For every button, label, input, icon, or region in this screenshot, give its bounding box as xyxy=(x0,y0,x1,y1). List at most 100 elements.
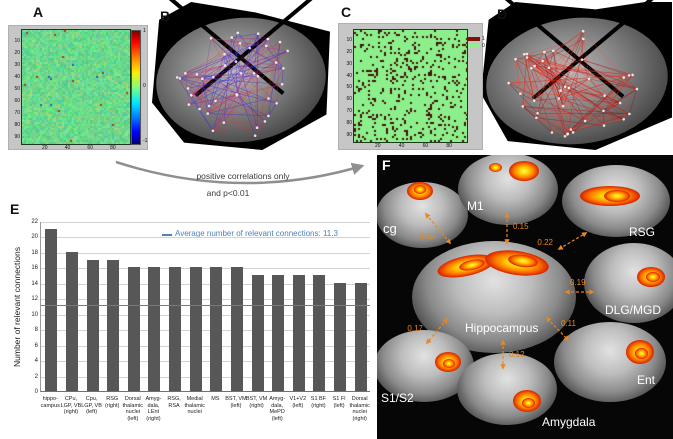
legend-item: 1 xyxy=(468,36,485,42)
plot-area: Average number of relevant connections: … xyxy=(40,222,370,392)
correlation-arrow xyxy=(425,317,449,345)
activation-hotspot xyxy=(521,398,535,408)
panel-d-brain-network xyxy=(479,0,673,154)
bar xyxy=(313,275,326,391)
average-line xyxy=(41,304,370,306)
category-label: Medial thalamic nuclei xyxy=(184,396,205,416)
legend-label: 1 xyxy=(482,36,485,42)
y-tick-label: 16 xyxy=(31,265,38,272)
region-label: DLG/MGD xyxy=(605,303,662,317)
panel-f-label: F xyxy=(382,157,391,173)
panel-b-label: B xyxy=(160,8,171,24)
correlation-arrow xyxy=(424,212,452,245)
binary-matrix-heatmap xyxy=(353,29,468,143)
correlation-arrow xyxy=(557,232,588,250)
bar xyxy=(189,267,202,391)
panel-a-correlation-matrix: 10 20 30 40 50 60 70 80 90 20 40 60 80 1 0 -1 xyxy=(8,25,148,151)
region-label: M1 xyxy=(467,199,484,213)
x-tick-label: 20 xyxy=(41,145,48,151)
y-tick-label: 14 xyxy=(31,280,38,287)
x-tick-label: 80 xyxy=(446,143,452,149)
y-tick-label: 60 xyxy=(14,97,20,104)
y-tick-label: 2 xyxy=(34,373,38,380)
y-tick-label: 30 xyxy=(14,61,20,68)
y-tick-label: 10 xyxy=(14,37,20,44)
y-tick-label: 70 xyxy=(14,109,20,116)
x-tick-label: 40 xyxy=(398,143,405,149)
correlation-value: 0.17 xyxy=(407,324,423,333)
panel-d-label: D xyxy=(497,6,508,22)
y-axis-label: Number of relevant connections xyxy=(12,247,22,368)
gridline xyxy=(41,283,370,285)
y-tick-label: 10 xyxy=(346,37,352,44)
y-tick-label: 70 xyxy=(346,108,352,115)
category-label: RSG, RSA xyxy=(167,396,181,409)
panel-a-colorbar xyxy=(131,30,141,145)
y-tick-label: 50 xyxy=(14,85,20,92)
activation-hotspot xyxy=(634,347,648,359)
connectivity-network-positive-only xyxy=(507,29,639,138)
region-label: RSG xyxy=(629,225,656,239)
correlation-matrix-heatmap xyxy=(21,29,131,145)
region-label: cg xyxy=(383,221,397,236)
x-tick-label: 60 xyxy=(422,143,429,149)
bar xyxy=(251,275,264,391)
category-label: hippo- campus xyxy=(40,396,60,409)
legend-swatch xyxy=(468,44,480,48)
panel-c-binary-matrix: 10 20 30 40 50 60 70 80 90 20 40 60 80 1 0 xyxy=(338,23,485,150)
y-tick-label: 80 xyxy=(14,121,20,128)
correlation-value: 0.15 xyxy=(513,222,529,231)
correlation-arrows: 0.15 0.15 0.22 0.19 0.17 0.12 0.11 xyxy=(407,212,595,370)
panel-f-seed-correlation-maps: F 0.15 0.15 0.22 0.19 0.17 0.12 0.11 Hippocamp… xyxy=(377,155,673,439)
connectivity-network-positive-negative xyxy=(175,31,289,137)
y-tick-label: 20 xyxy=(346,49,352,56)
x-tick-label: 40 xyxy=(64,145,71,151)
bar xyxy=(65,251,78,391)
category-label: BST, VM (right) xyxy=(245,396,268,409)
y-tick-label: 18 xyxy=(31,249,38,256)
panel-b-brain-network xyxy=(149,0,333,151)
bar xyxy=(292,275,305,391)
gridline xyxy=(41,330,370,332)
legend-swatch xyxy=(468,37,480,41)
bar xyxy=(45,228,58,391)
category-label: Dorsal thalamic nuclei (right) xyxy=(349,396,370,422)
colorbar-tick-label: -1 xyxy=(143,138,148,144)
bar xyxy=(127,267,140,391)
y-tick-label: 30 xyxy=(346,60,352,67)
category-label: MS xyxy=(211,396,220,402)
category-label: S1 BF (right) xyxy=(310,396,327,409)
category-label: RSG (right) xyxy=(105,396,120,409)
bar xyxy=(107,259,120,391)
y-tick-label: 20 xyxy=(14,49,20,56)
category-label: Cpu, LGP, VB (left) xyxy=(81,396,102,416)
y-tick-label: 40 xyxy=(14,73,20,80)
activation-hotspot xyxy=(414,184,426,194)
y-tick-label: 20 xyxy=(31,234,38,241)
y-tick-label: 60 xyxy=(346,96,352,103)
gridline xyxy=(41,376,370,378)
legend-item: 0 xyxy=(468,43,485,49)
gridline xyxy=(41,314,370,316)
brain-slice-amygdala xyxy=(457,353,557,425)
region-label: S1/S2 xyxy=(381,391,414,405)
panel-a-label: A xyxy=(33,4,44,20)
correlation-value: 0.11 xyxy=(561,319,577,328)
gridline xyxy=(41,252,370,254)
y-tick-label: 90 xyxy=(346,131,352,138)
category-label: V1+V2 (left) xyxy=(289,396,307,409)
y-tick-label: 10 xyxy=(31,311,38,318)
colorbar-tick-label: 0 xyxy=(143,83,146,89)
bar xyxy=(334,282,347,391)
correlation-arrow xyxy=(545,316,570,342)
activation-hotspot xyxy=(646,272,660,282)
average-line-legend-dash xyxy=(162,234,172,236)
gridline xyxy=(41,268,370,270)
legend-label: 0 xyxy=(482,43,485,49)
activation-hotspot xyxy=(443,358,455,368)
bar xyxy=(148,267,161,391)
x-tick-label: 80 xyxy=(110,145,116,151)
region-label: Hippocampus xyxy=(465,321,539,335)
region-label: Amygdala xyxy=(542,415,596,429)
